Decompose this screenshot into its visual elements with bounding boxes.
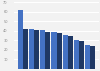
Bar xyxy=(68,36,73,69)
Bar xyxy=(79,41,84,69)
Bar xyxy=(63,35,68,69)
Bar xyxy=(18,10,23,69)
Bar xyxy=(29,29,34,69)
Bar xyxy=(23,29,28,69)
Bar xyxy=(90,46,95,69)
Bar xyxy=(45,32,50,69)
Bar xyxy=(85,45,90,69)
Bar xyxy=(52,32,56,69)
Bar xyxy=(56,33,62,69)
Bar xyxy=(74,40,79,69)
Bar xyxy=(34,30,39,69)
Bar xyxy=(40,30,45,69)
